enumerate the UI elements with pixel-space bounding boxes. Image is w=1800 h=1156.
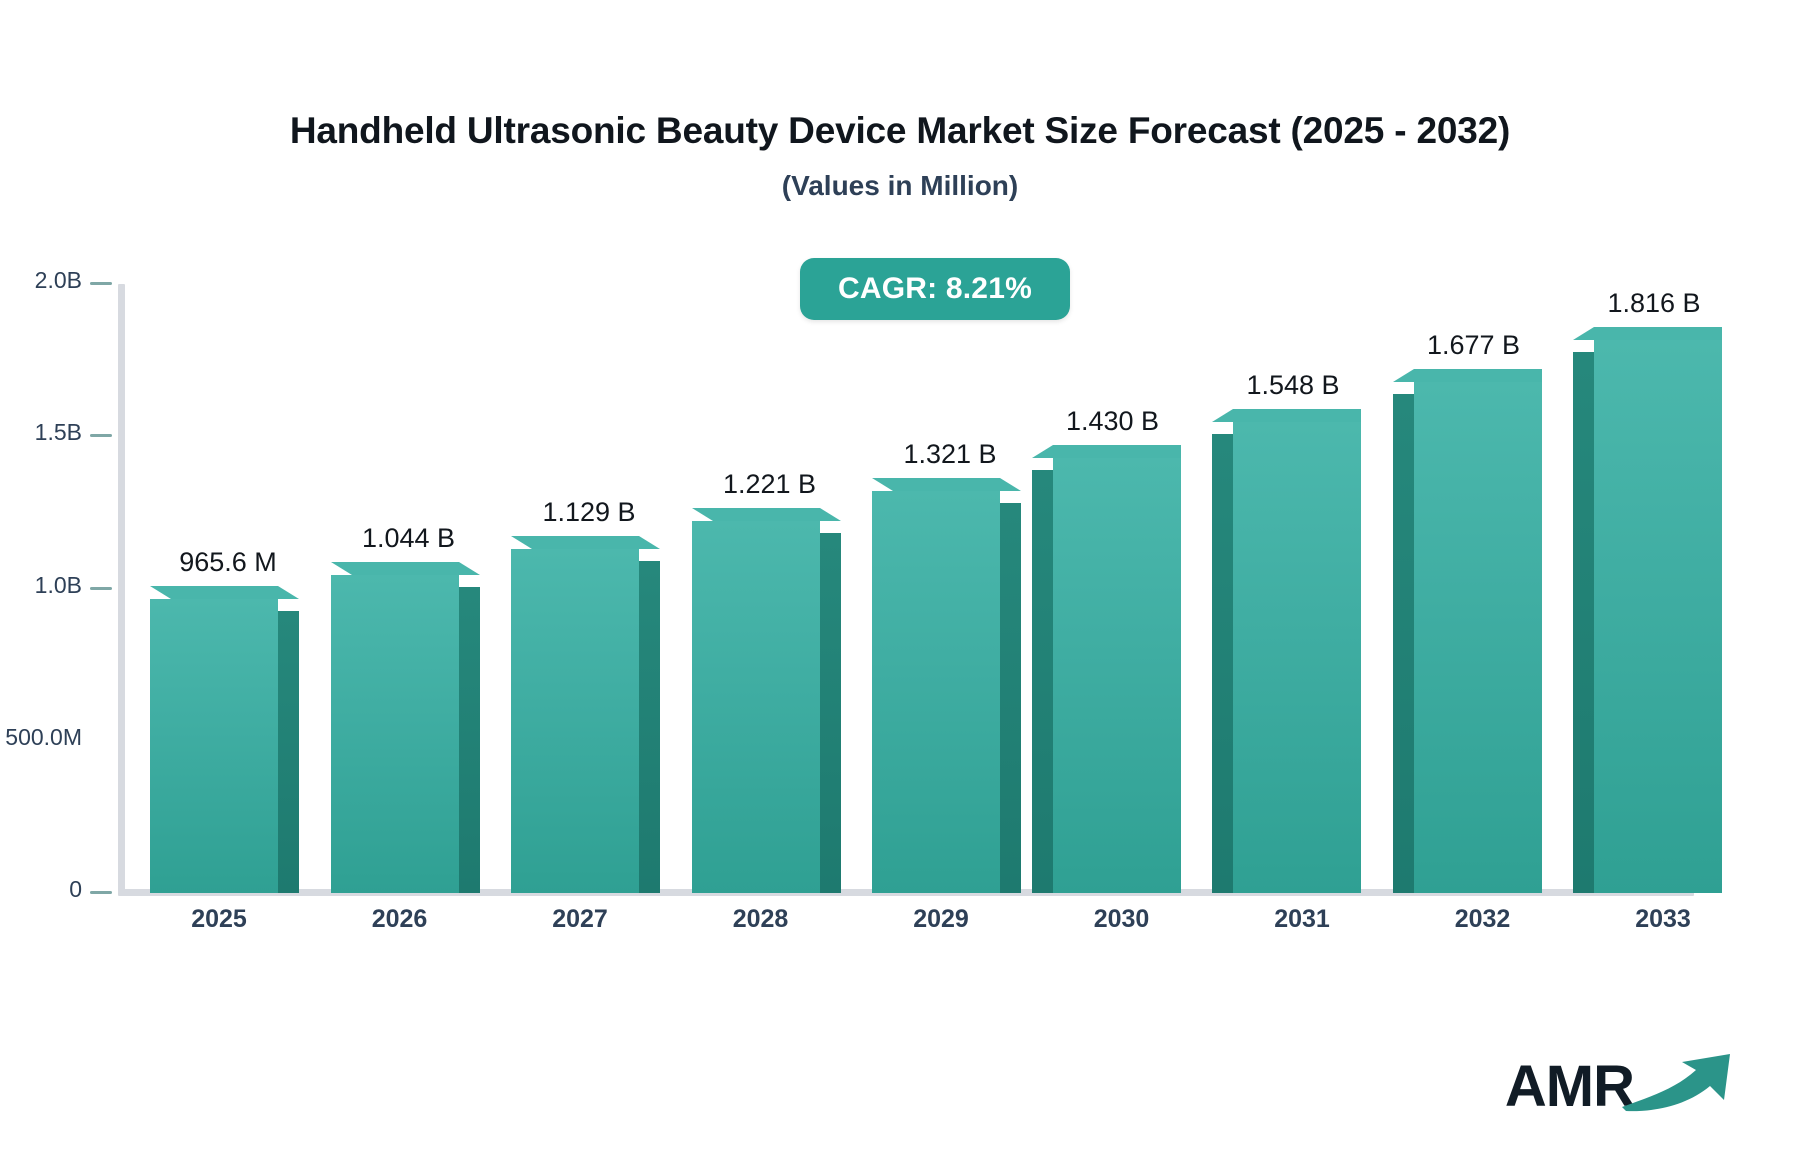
bar-top-cap xyxy=(511,536,660,550)
bar-top-cap xyxy=(1573,327,1722,341)
y-axis-tick-mark xyxy=(90,434,112,438)
bar-top-cap xyxy=(872,477,1021,491)
bar-side-face xyxy=(639,561,660,893)
amr-logo: AMR xyxy=(1505,1050,1740,1116)
bar-2032[interactable] xyxy=(1392,369,1542,893)
y-axis-tick-label: 0 xyxy=(69,876,82,902)
bar-top-cap xyxy=(1031,444,1181,458)
x-axis-label-2032: 2032 xyxy=(1454,905,1511,933)
bar-front-face xyxy=(330,575,459,893)
bar-2027[interactable] xyxy=(511,536,660,893)
x-axis-label-2030: 2030 xyxy=(1093,905,1150,933)
x-axis-label-2026: 2026 xyxy=(371,905,428,933)
bar-front-face xyxy=(1052,457,1181,893)
y-axis-tick-mark xyxy=(90,282,112,285)
bar-value-label: 1.548 B xyxy=(1246,369,1340,400)
bar-front-face xyxy=(872,490,1000,893)
bar-side-face xyxy=(1000,502,1021,893)
bar-value-label: 965.6 M xyxy=(179,546,277,577)
bar-value-label: 1.816 B xyxy=(1607,288,1701,319)
bar-top-cap xyxy=(1392,369,1542,383)
x-axis-label-2025: 2025 xyxy=(191,905,247,933)
bar-front-face xyxy=(1413,382,1542,893)
bar-side-face xyxy=(278,610,299,893)
cagr-badge-label: CAGR: 8.21% xyxy=(838,272,1032,305)
bar-value-label: 1.430 B xyxy=(1065,405,1160,436)
bar-2033[interactable] xyxy=(1573,327,1722,893)
bar-side-face xyxy=(1212,433,1233,893)
bar-value-label: 1.129 B xyxy=(542,497,636,528)
bar-front-face xyxy=(1233,421,1361,893)
bar-front-face xyxy=(691,521,820,893)
bar-front-face xyxy=(511,549,639,893)
bar-value-label: 1.677 B xyxy=(1426,330,1521,361)
y-axis-tick-label: 500.0M xyxy=(5,723,82,750)
page-title: Handheld Ultrasonic Beauty Device Market… xyxy=(289,110,1511,151)
x-axis-label-2031: 2031 xyxy=(1274,905,1330,933)
x-axis-label-2028: 2028 xyxy=(732,905,789,933)
bar-value-label: 1.321 B xyxy=(903,438,997,469)
y-axis-tick-label: 1.0B xyxy=(34,571,82,598)
bar-top-cap xyxy=(330,562,480,576)
bar-2025[interactable] xyxy=(150,585,299,893)
bar-value-label: 1.221 B xyxy=(722,469,817,500)
y-axis-tick-label: 1.5B xyxy=(34,419,82,446)
bar-front-face xyxy=(1594,340,1722,893)
bar-top-cap xyxy=(1212,408,1361,422)
y-axis-tick-mark xyxy=(90,891,112,894)
trend-up-arrow-icon xyxy=(1622,1054,1730,1112)
bar-front-face xyxy=(150,598,278,893)
bar-side-face xyxy=(458,587,480,893)
bar-2028[interactable] xyxy=(691,508,841,893)
bar-top-cap xyxy=(150,585,299,599)
bar-2026[interactable] xyxy=(330,562,480,893)
y-axis-line xyxy=(118,284,125,895)
cagr-badge: CAGR: 8.21% xyxy=(800,258,1070,320)
bar-side-face xyxy=(1573,352,1594,893)
x-axis-label-2033: 2033 xyxy=(1635,905,1691,933)
y-axis-tick-label: 2.0B xyxy=(34,267,82,293)
logo-text: AMR xyxy=(1504,1054,1635,1119)
bar-side-face xyxy=(819,533,841,893)
y-axis-tick-mark xyxy=(90,586,112,590)
bar-2029[interactable] xyxy=(872,477,1021,893)
bar-2031[interactable] xyxy=(1212,408,1361,893)
bar-value-label: 1.044 B xyxy=(361,523,456,554)
page-subtitle: (Values in Million) xyxy=(781,170,1019,201)
x-axis-label-2027: 2027 xyxy=(552,905,608,933)
bar-side-face xyxy=(1392,394,1414,893)
bar-top-cap xyxy=(691,508,841,522)
x-axis-label-2029: 2029 xyxy=(913,905,969,933)
bar-2030[interactable] xyxy=(1031,444,1181,893)
bar-side-face xyxy=(1031,469,1053,893)
